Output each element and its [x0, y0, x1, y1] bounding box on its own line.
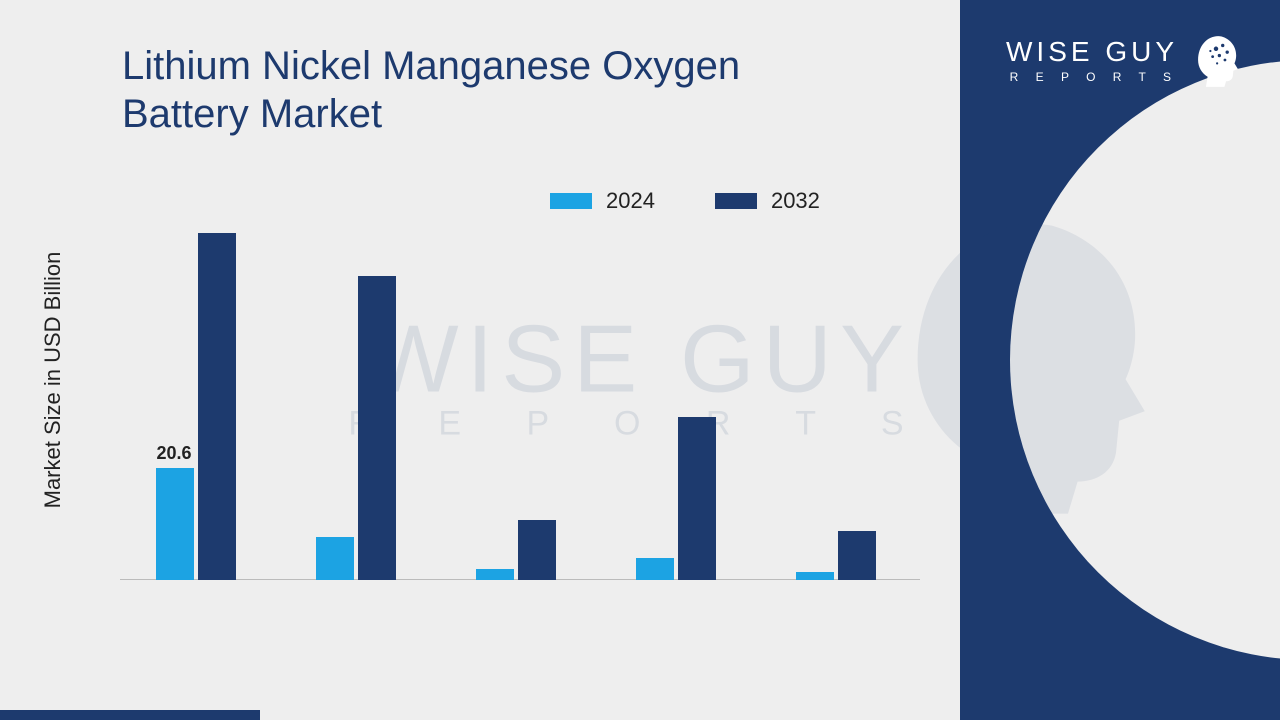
- bar-2024: [476, 569, 514, 580]
- stage: WISE GUY R E P O R T S WISE GUY R E P O …: [0, 0, 1280, 720]
- bottom-accent-bar: [0, 710, 260, 720]
- brand-sub: R E P O R T S: [1010, 70, 1178, 84]
- bar-2024: [316, 537, 354, 580]
- brand-head-icon: [1188, 32, 1244, 88]
- brand-top: WISE GUY: [1006, 36, 1178, 68]
- page-title: Lithium Nickel Manganese Oxygen Battery …: [122, 42, 862, 138]
- bar-2024: [156, 468, 194, 580]
- bar-2024: [796, 572, 834, 580]
- bar-value-label: 20.6: [144, 443, 204, 464]
- plot: 20.6NORTH AMERICAEUROPESOUTH AMERICAASIA…: [120, 180, 920, 580]
- bar-2032: [358, 276, 396, 580]
- bar-2032: [838, 531, 876, 580]
- semicircle-cutout: [1010, 60, 1280, 660]
- y-axis-label: Market Size in USD Billion: [40, 252, 66, 509]
- brand-logo: WISE GUY R E P O R T S: [1006, 32, 1244, 88]
- chart-area: Market Size in USD Billion 20.6NORTH AME…: [40, 180, 920, 680]
- bar-2032: [678, 417, 716, 580]
- bar-2032: [518, 520, 556, 580]
- right-panel: [960, 0, 1280, 720]
- bar-2032: [198, 233, 236, 580]
- bar-2024: [636, 558, 674, 580]
